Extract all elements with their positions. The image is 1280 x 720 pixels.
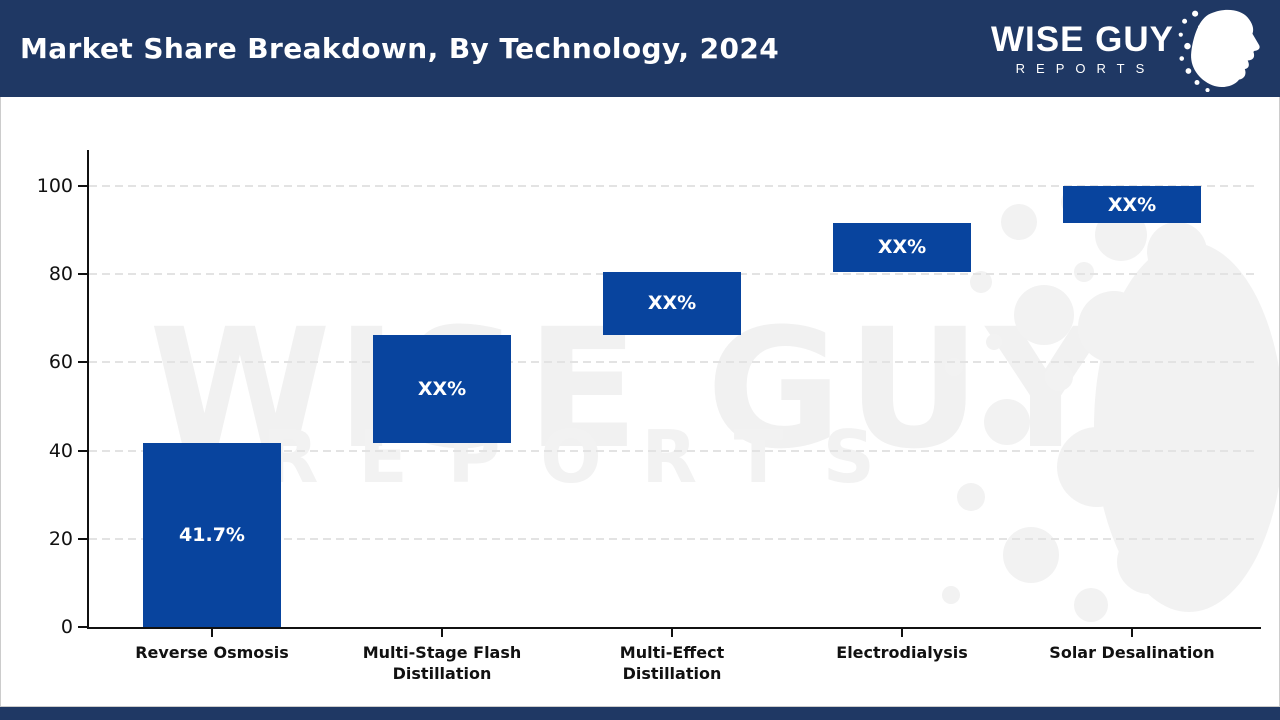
x-axis-line xyxy=(87,627,1261,629)
bar-segment-3: XX% xyxy=(603,271,741,336)
y-tick-label-0: 0 xyxy=(60,616,73,638)
brand-logo: WISE GUY REPORTS xyxy=(991,6,1262,92)
brand-logo-text: WISE GUY REPORTS xyxy=(991,22,1174,75)
x-tick-4 xyxy=(901,629,903,637)
y-tick-20 xyxy=(78,537,87,540)
x-tick-3 xyxy=(671,629,673,637)
x-tick-5 xyxy=(1131,629,1133,637)
y-axis-line xyxy=(87,150,89,629)
bar-segment-4: XX% xyxy=(833,223,971,272)
footer-bar xyxy=(0,707,1280,720)
y-tick-label-100: 100 xyxy=(36,175,73,197)
watermark-head-dots xyxy=(942,189,1279,622)
gridline-y-100 xyxy=(89,185,1259,187)
header-bar: Market Share Breakdown, By Technology, 2… xyxy=(0,0,1280,97)
x-category-label: Reverse Osmosis xyxy=(135,643,289,662)
plot-area: 0 20 40 60 80 100 41.7% Reverse Osmosis XX% Multi… xyxy=(37,150,1261,683)
watermark-text-secondary: REPORTS xyxy=(263,415,915,499)
y-tick-label-20: 20 xyxy=(48,527,73,550)
chart-canvas: WISE GUY REPORTS 0 20 40 60 80 100 41.7% Revers… xyxy=(0,97,1280,707)
y-tick-label-80: 80 xyxy=(48,263,73,286)
x-category-label: Electrodialysis xyxy=(836,643,968,662)
y-tick-0 xyxy=(78,626,87,628)
bar-value-label: 41.7% xyxy=(179,524,245,547)
y-tick-label-40: 40 xyxy=(48,439,73,462)
y-tick-60 xyxy=(78,361,87,364)
head-profile-logo-icon xyxy=(1178,9,1260,92)
y-tick-100 xyxy=(78,185,87,187)
y-tick-40 xyxy=(78,449,87,452)
x-category-label: Solar Desalination xyxy=(1049,643,1215,662)
brand-name: WISE GUY xyxy=(990,20,1174,59)
bar-segment-1: 41.7% xyxy=(143,443,281,627)
bar-value-label: XX% xyxy=(1107,193,1157,216)
brand-subname: REPORTS xyxy=(1015,61,1156,76)
bar-value-label: XX% xyxy=(647,292,697,315)
gridline-y-60 xyxy=(89,361,1259,364)
x-tick-1 xyxy=(211,629,213,637)
bar-segment-2: XX% xyxy=(373,335,511,444)
y-tick-label-60: 60 xyxy=(48,351,73,374)
y-tick-80 xyxy=(78,273,87,276)
x-category-label: Multi-Effect Distillation xyxy=(619,643,725,683)
x-tick-2 xyxy=(441,629,443,637)
x-category-label: Multi-Stage Flash Distillation xyxy=(362,643,522,683)
page-title: Market Share Breakdown, By Technology, 2… xyxy=(20,32,780,65)
bar-value-label: XX% xyxy=(417,378,467,401)
bar-value-label: XX% xyxy=(877,236,927,259)
gridline-y-40 xyxy=(89,449,1259,452)
bar-segment-5: XX% xyxy=(1063,186,1201,224)
gridline-y-20 xyxy=(89,537,1259,540)
